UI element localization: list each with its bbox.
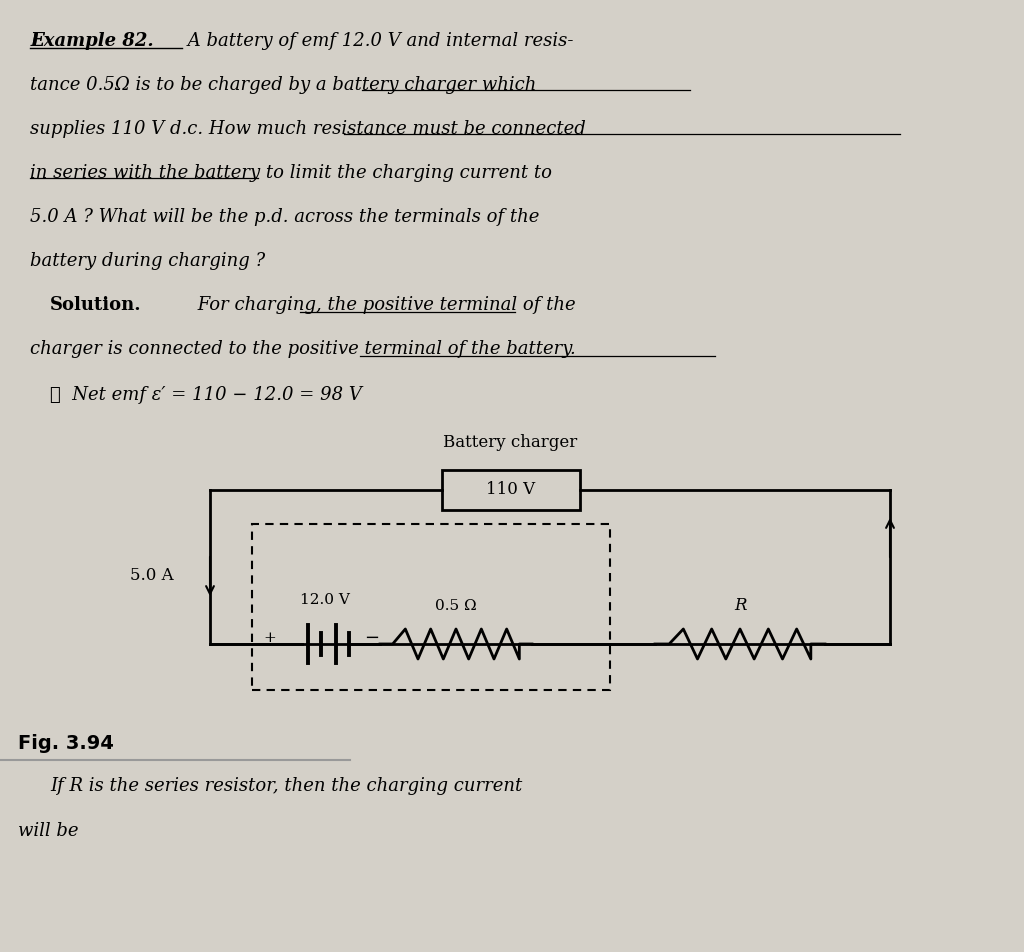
Text: E: E (30, 32, 44, 50)
Text: 5.0 A ? What will be the p.d. across the terminals of the: 5.0 A ? What will be the p.d. across the… (30, 208, 540, 226)
Text: Example 82.: Example 82. (30, 32, 154, 50)
Text: supplies 110 V d.c. How much resistance must be connected: supplies 110 V d.c. How much resistance … (30, 120, 586, 138)
Text: in series with the battery to limit the charging current to: in series with the battery to limit the … (30, 164, 552, 182)
Text: tance 0.5Ω is to be charged by a battery charger which: tance 0.5Ω is to be charged by a battery… (30, 76, 537, 94)
Text: Solution.: Solution. (50, 296, 141, 314)
Text: Fig. 3.94: Fig. 3.94 (18, 734, 114, 753)
Text: A battery of emf 12.0 V and internal resis-: A battery of emf 12.0 V and internal res… (182, 32, 573, 50)
Text: ∴  Net emf ε′ = 110 − 12.0 = 98 V: ∴ Net emf ε′ = 110 − 12.0 = 98 V (50, 386, 361, 404)
Text: will be: will be (18, 822, 79, 840)
Text: charger is connected to the positive terminal of the battery.: charger is connected to the positive ter… (30, 340, 575, 358)
Bar (252, 524, 610, 690)
Text: 5.0 A: 5.0 A (130, 567, 174, 585)
Text: For charging, the positive terminal of the: For charging, the positive terminal of t… (193, 296, 575, 314)
Text: battery during charging ?: battery during charging ? (30, 252, 265, 270)
Text: +: + (263, 631, 276, 645)
Bar (442, 470, 580, 510)
Text: 110 V: 110 V (486, 482, 536, 499)
Text: 12.0 V: 12.0 V (300, 593, 350, 607)
Text: 0.5 Ω: 0.5 Ω (435, 599, 477, 613)
Text: If R is the series resistor, then the charging current: If R is the series resistor, then the ch… (50, 777, 522, 795)
Text: −: − (365, 629, 380, 647)
Text: R: R (734, 598, 746, 614)
Text: Battery charger: Battery charger (442, 434, 578, 451)
